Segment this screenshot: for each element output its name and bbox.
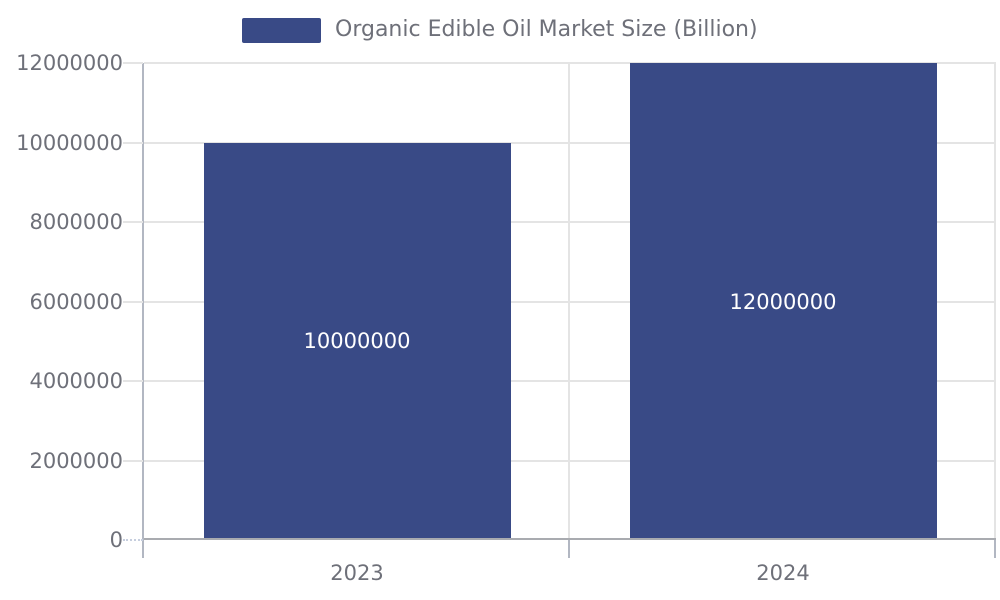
x-axis-category-label: 2023 [330,561,384,585]
category-boundary-gridline [568,63,570,540]
y-axis-tick-label: 6000000 [29,289,123,314]
bar-2023[interactable]: 10000000 [203,142,511,540]
y-axis-tick-label: 12000000 [16,51,123,75]
y-axis-tick-label: 10000000 [16,130,123,155]
y-axis-line [142,63,144,558]
y-axis-tick [123,62,143,64]
plot-area: 10000000 12000000 [144,62,996,540]
y-gridline [144,141,996,144]
y-axis-tick-label: 2000000 [29,448,123,473]
y-axis-tick [123,141,143,144]
y-axis-tick [123,221,143,223]
y-axis-tick [123,300,143,303]
y-gridline [144,300,996,303]
y-gridline [144,380,996,382]
bar-value-label: 10000000 [303,329,411,354]
category-boundary-gridline [994,63,996,540]
bar-2024[interactable]: 12000000 [629,63,937,540]
y-gridline [144,221,996,223]
y-axis-tick-label: 0 [109,528,123,552]
x-axis-category-label: 2024 [756,561,810,585]
y-axis-tick [123,539,143,541]
x-axis-line [144,538,996,540]
x-axis-tick [568,540,570,558]
y-axis-tick-label: 8000000 [29,210,123,234]
y-axis-tick [123,380,143,382]
chart-legend-item[interactable]: Organic Edible Oil Market Size (Billion) [242,16,758,44]
legend-label: Organic Edible Oil Market Size (Billion) [335,17,758,42]
y-gridline [144,62,996,64]
x-axis-tick [994,540,996,558]
y-gridline [144,459,996,462]
y-axis-tick [123,459,143,462]
bar-value-label: 12000000 [729,289,837,314]
legend-swatch-icon [242,17,321,43]
y-axis-tick-label: 4000000 [29,369,123,393]
